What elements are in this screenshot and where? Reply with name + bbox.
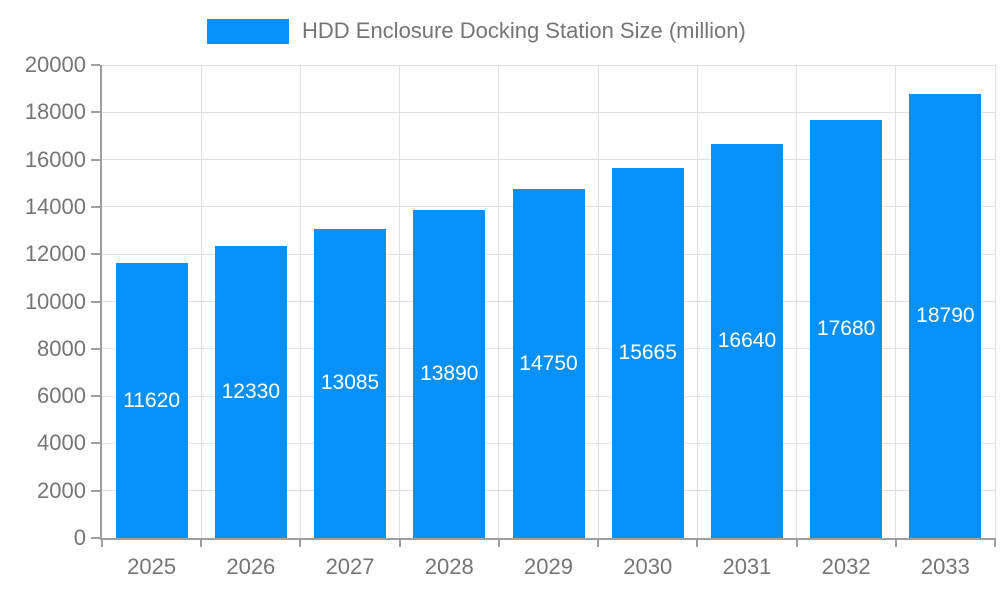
bar-value-label-2029: 14750 (519, 351, 578, 375)
gridline-v (994, 65, 996, 538)
y-axis-tick (91, 158, 100, 161)
x-axis-label-2026: 2026 (226, 554, 276, 579)
bar-2031 (710, 144, 783, 538)
x-axis-label-2027: 2027 (325, 554, 375, 579)
legend-swatch (207, 18, 289, 44)
bar-value-label-2027: 13085 (320, 371, 380, 395)
legend: HDD Enclosure Docking Station Size (mill… (207, 18, 746, 44)
x-axis-label-2033: 2033 (920, 554, 970, 579)
x-axis-tick (894, 538, 897, 547)
y-axis-tick (91, 300, 100, 303)
x-axis-tick (696, 538, 699, 547)
gridline-v (299, 65, 301, 538)
y-axis-label: 0 (73, 525, 86, 550)
gridline-h (102, 111, 995, 113)
x-axis-tick (101, 538, 103, 547)
bar-2027 (314, 228, 387, 538)
y-axis-label: 4000 (37, 430, 86, 456)
y-axis-label: 20000 (24, 52, 86, 77)
bar-value-label-2030: 15665 (618, 340, 677, 364)
bar-value-label-2031: 16640 (717, 329, 777, 353)
y-axis-label: 16000 (24, 146, 86, 172)
x-axis-tick (200, 538, 203, 547)
x-axis-label-2025: 2025 (127, 554, 177, 579)
gridline-h (102, 159, 995, 161)
bar-2025 (115, 263, 188, 538)
gridline-v (796, 65, 798, 538)
y-axis-tick (91, 205, 100, 208)
y-axis-label: 12000 (24, 241, 86, 267)
legend-label: HDD Enclosure Docking Station Size (mill… (302, 18, 746, 43)
gridline-v (200, 65, 202, 538)
gridline-h (102, 64, 995, 66)
bar-2032 (810, 119, 883, 538)
gridline-v (597, 65, 599, 538)
y-axis-tick (91, 111, 100, 114)
bar-2029 (512, 189, 585, 538)
y-axis-label: 2000 (37, 477, 86, 503)
y-axis-tick (91, 442, 100, 445)
gridline-v (498, 65, 500, 538)
y-axis-label: 14000 (24, 193, 86, 219)
y-axis-label: 6000 (37, 383, 86, 409)
bar-2030 (611, 167, 684, 538)
bar-2028 (413, 209, 486, 538)
x-axis-tick (497, 538, 500, 547)
y-axis-tick (91, 253, 100, 256)
x-axis-label-2029: 2029 (524, 554, 573, 579)
bar-2033 (909, 93, 982, 538)
x-axis-label-2032: 2032 (821, 554, 871, 579)
bar-value-label-2025: 11620 (123, 388, 181, 412)
bar-2026 (214, 246, 287, 538)
x-axis-label-2031: 2031 (722, 554, 772, 579)
bar-value-label-2032: 17680 (816, 316, 876, 340)
y-axis-tick (91, 489, 100, 492)
x-axis-tick (795, 538, 798, 547)
gridline-v (399, 65, 401, 538)
bar-value-label-2028: 13890 (420, 361, 479, 385)
x-axis-tick (299, 538, 302, 547)
x-axis-label-2028: 2028 (424, 554, 474, 579)
y-axis-label: 10000 (24, 288, 86, 314)
plot-area: 0 2000 4000 6000 8000 10000 12000 14000 16000 180… (25, 52, 996, 579)
x-axis-tick (597, 538, 600, 547)
y-axis-tick (91, 64, 100, 66)
y-axis-label: 8000 (37, 335, 86, 361)
bar-value-label-2026: 12330 (221, 380, 281, 404)
y-axis-tick (91, 537, 100, 539)
bar-value-label-2033: 18790 (916, 303, 975, 327)
gridline-v (696, 65, 698, 538)
gridline-v (895, 65, 897, 538)
y-axis-tick (91, 347, 100, 350)
x-axis-label-2030: 2030 (623, 554, 673, 579)
x-axis-tick (398, 538, 401, 547)
x-axis-tick (994, 538, 996, 547)
y-axis-tick (91, 395, 100, 398)
y-axis-label: 18000 (24, 99, 86, 125)
